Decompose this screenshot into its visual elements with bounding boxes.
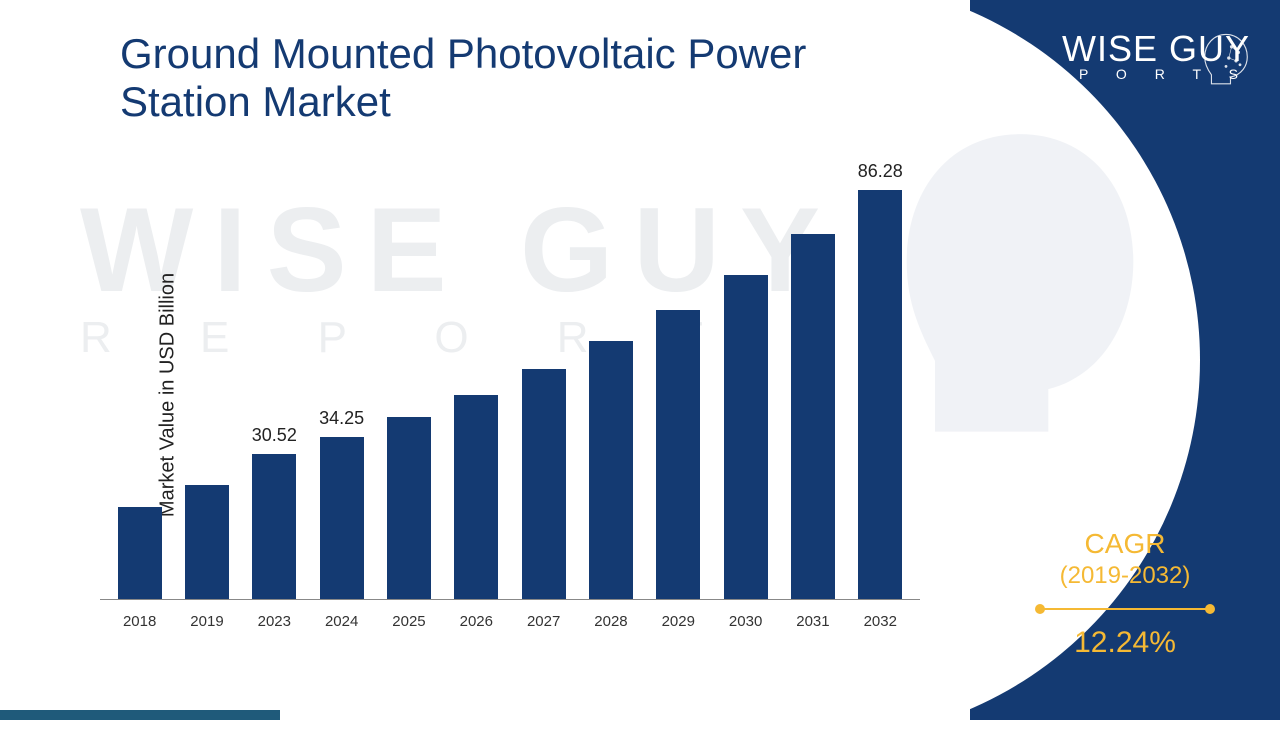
cagr-box: CAGR (2019-2032) 12.24%	[1000, 528, 1250, 660]
cagr-title: CAGR	[1000, 528, 1250, 560]
bar-value-label: 30.52	[252, 425, 297, 446]
plot-area: 30.52 34.25 86.28	[100, 150, 920, 600]
x-tick-label: 2030	[712, 613, 779, 630]
cagr-value: 12.24%	[1000, 626, 1250, 660]
x-tick-label: 2031	[779, 613, 846, 630]
bar	[791, 234, 835, 599]
x-tick-label: 2026	[443, 613, 510, 630]
bar-wrap: 30.52	[241, 150, 308, 599]
bar-chart: Market Value in USD Billion 30.5234.2586…	[60, 150, 920, 640]
x-tick-label: 2024	[308, 613, 375, 630]
x-tick-label: 2029	[645, 613, 712, 630]
bar	[185, 485, 229, 599]
bar-wrap	[375, 150, 442, 599]
bar	[858, 190, 902, 599]
bar-wrap	[712, 150, 779, 599]
bar	[387, 417, 431, 599]
bar-wrap	[510, 150, 577, 599]
x-tick-label: 2025	[375, 613, 442, 630]
bar-wrap: 34.25	[308, 150, 375, 599]
bar-wrap	[779, 150, 846, 599]
chart-title: Ground Mounted Photovoltaic Power Statio…	[120, 30, 880, 127]
cagr-years: (2019-2032)	[1000, 562, 1250, 590]
bar-value-label: 34.25	[319, 408, 364, 429]
bar	[320, 437, 364, 599]
bar-wrap	[173, 150, 240, 599]
bar-value-label: 86.28	[858, 161, 903, 182]
x-tick-label: 2019	[173, 613, 240, 630]
bar	[724, 275, 768, 599]
x-tick-label: 2018	[106, 613, 173, 630]
bar	[589, 341, 633, 599]
x-tick-label: 2027	[510, 613, 577, 630]
bottom-accent-bar	[0, 710, 280, 720]
bar-wrap	[106, 150, 173, 599]
bar-wrap	[577, 150, 644, 599]
bar	[454, 395, 498, 599]
bar-wrap	[645, 150, 712, 599]
x-tick-label: 2032	[847, 613, 914, 630]
x-labels-container: 2018201920232024202520262027202820292030…	[100, 613, 920, 630]
x-tick-label: 2028	[577, 613, 644, 630]
cagr-divider	[1040, 608, 1210, 610]
bar	[252, 454, 296, 599]
x-tick-label: 2023	[241, 613, 308, 630]
logo-head-icon	[1198, 30, 1254, 86]
bar	[656, 310, 700, 599]
bar	[522, 369, 566, 599]
bar-wrap: 86.28	[847, 150, 914, 599]
bars-container: 30.52 34.25 86.28	[100, 150, 920, 599]
bar	[118, 507, 162, 599]
bar-wrap	[443, 150, 510, 599]
logo: WISE GUY R E P O R T S	[1004, 28, 1250, 82]
